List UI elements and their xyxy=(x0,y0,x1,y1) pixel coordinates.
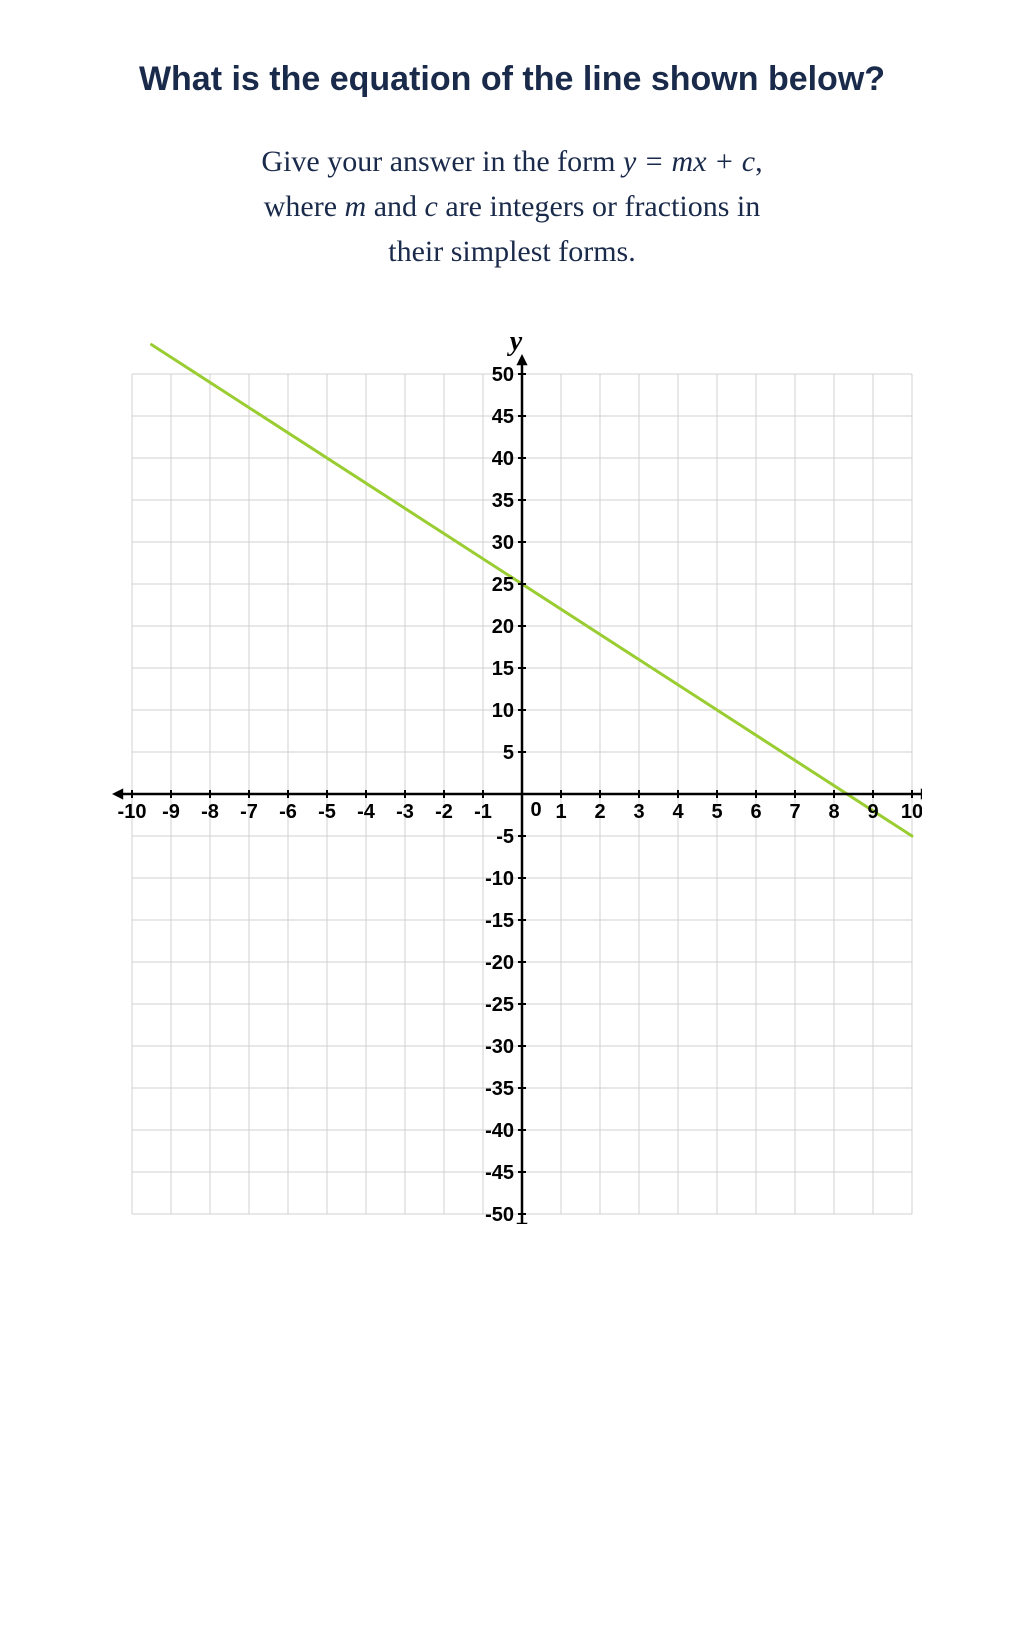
instruction-part: are integers or fractions in xyxy=(438,190,760,223)
svg-text:-45: -45 xyxy=(485,1162,514,1184)
svg-text:-10: -10 xyxy=(485,868,514,890)
svg-text:-30: -30 xyxy=(485,1036,514,1058)
svg-text:-5: -5 xyxy=(318,801,336,823)
svg-text:-50: -50 xyxy=(485,1204,514,1224)
svg-text:15: 15 xyxy=(492,658,514,680)
variable-m: m xyxy=(345,190,367,223)
svg-text:4: 4 xyxy=(672,801,684,823)
svg-text:20: 20 xyxy=(492,616,514,638)
svg-text:-35: -35 xyxy=(485,1078,514,1100)
svg-text:30: 30 xyxy=(492,532,514,554)
svg-text:10: 10 xyxy=(901,801,922,823)
line-chart: -10-9-8-7-6-5-4-3-2-1012345678910-50-45-… xyxy=(102,324,922,1224)
svg-text:-7: -7 xyxy=(240,801,258,823)
svg-text:3: 3 xyxy=(633,801,644,823)
svg-text:-5: -5 xyxy=(496,826,514,848)
variable-c: c xyxy=(425,190,438,223)
svg-text:-3: -3 xyxy=(396,801,414,823)
question-heading: What is the equation of the line shown b… xyxy=(0,60,1024,99)
svg-text:-40: -40 xyxy=(485,1120,514,1142)
svg-text:7: 7 xyxy=(789,801,800,823)
instruction-part: where xyxy=(264,190,345,223)
svg-text:-1: -1 xyxy=(474,801,492,823)
svg-text:35: 35 xyxy=(492,490,514,512)
svg-text:-20: -20 xyxy=(485,952,514,974)
svg-text:0: 0 xyxy=(530,799,541,821)
chart-container: -10-9-8-7-6-5-4-3-2-1012345678910-50-45-… xyxy=(0,324,1024,1224)
svg-text:-2: -2 xyxy=(435,801,453,823)
svg-text:45: 45 xyxy=(492,406,514,428)
page-root: What is the equation of the line shown b… xyxy=(0,0,1024,1224)
instruction-part: and xyxy=(366,190,424,223)
svg-text:-6: -6 xyxy=(279,801,297,823)
svg-text:25: 25 xyxy=(492,574,514,596)
instruction-part: , xyxy=(755,145,763,178)
svg-text:10: 10 xyxy=(492,700,514,722)
equation: y = mx + c xyxy=(623,145,755,178)
svg-text:-10: -10 xyxy=(118,801,147,823)
instruction-part: their simplest forms. xyxy=(388,235,635,268)
svg-text:1: 1 xyxy=(555,801,566,823)
svg-text:-4: -4 xyxy=(357,801,376,823)
svg-text:6: 6 xyxy=(750,801,761,823)
svg-text:50: 50 xyxy=(492,364,514,386)
svg-text:5: 5 xyxy=(503,742,514,764)
instruction-part: Give your answer in the form xyxy=(261,145,623,178)
instruction-text: Give your answer in the form y = mx + c,… xyxy=(0,139,1024,274)
svg-text:9: 9 xyxy=(867,801,878,823)
svg-text:40: 40 xyxy=(492,448,514,470)
svg-text:-9: -9 xyxy=(162,801,180,823)
svg-text:-25: -25 xyxy=(485,994,514,1016)
svg-text:2: 2 xyxy=(594,801,605,823)
svg-text:8: 8 xyxy=(828,801,839,823)
svg-text:y: y xyxy=(507,326,523,357)
svg-text:5: 5 xyxy=(711,801,722,823)
svg-text:-15: -15 xyxy=(485,910,514,932)
svg-text:-8: -8 xyxy=(201,801,219,823)
